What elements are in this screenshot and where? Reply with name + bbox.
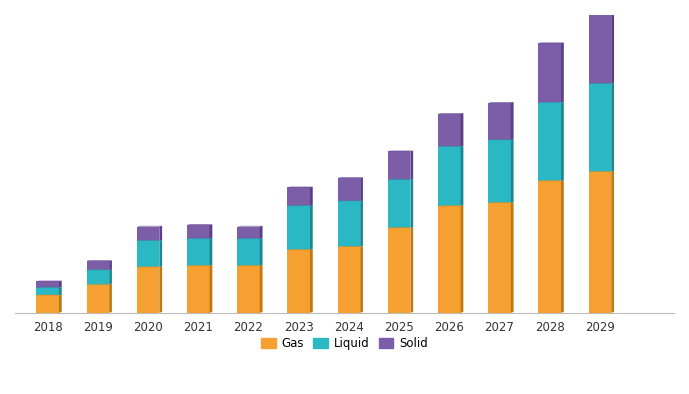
Polygon shape — [87, 260, 112, 261]
Bar — [489, 140, 511, 203]
Polygon shape — [561, 180, 564, 313]
Polygon shape — [159, 240, 162, 267]
Polygon shape — [187, 265, 212, 266]
Bar — [588, 6, 611, 84]
Bar — [388, 151, 411, 180]
Polygon shape — [59, 281, 62, 288]
Bar — [438, 114, 461, 147]
Polygon shape — [310, 249, 313, 313]
Bar — [438, 147, 461, 206]
Bar — [87, 261, 109, 270]
Polygon shape — [511, 139, 513, 203]
Polygon shape — [260, 226, 263, 239]
Polygon shape — [438, 146, 464, 147]
Polygon shape — [287, 249, 313, 250]
Bar — [538, 181, 561, 313]
Polygon shape — [109, 270, 112, 284]
Polygon shape — [136, 240, 162, 241]
Polygon shape — [338, 246, 363, 247]
Bar — [438, 206, 461, 313]
Polygon shape — [209, 265, 212, 313]
Polygon shape — [538, 102, 564, 103]
Polygon shape — [59, 295, 62, 313]
Polygon shape — [209, 238, 212, 266]
Polygon shape — [388, 179, 413, 180]
Bar — [489, 203, 511, 313]
Bar — [287, 188, 310, 206]
Bar — [136, 267, 159, 313]
Polygon shape — [360, 177, 363, 201]
Polygon shape — [237, 265, 263, 266]
Bar — [287, 206, 310, 250]
Bar — [538, 43, 561, 103]
Polygon shape — [260, 238, 263, 266]
Bar — [338, 178, 360, 201]
Bar — [136, 241, 159, 267]
Polygon shape — [411, 179, 413, 228]
Bar — [37, 296, 59, 313]
Bar — [87, 270, 109, 284]
Polygon shape — [109, 260, 112, 270]
Bar — [136, 227, 159, 241]
Bar — [187, 266, 209, 313]
Polygon shape — [260, 265, 263, 313]
Polygon shape — [561, 102, 564, 181]
Polygon shape — [237, 238, 263, 239]
Polygon shape — [310, 187, 313, 206]
Polygon shape — [338, 177, 363, 178]
Polygon shape — [37, 295, 62, 296]
Bar — [237, 239, 260, 266]
Bar — [388, 228, 411, 313]
Bar — [187, 239, 209, 266]
Polygon shape — [511, 203, 513, 313]
Polygon shape — [611, 5, 614, 84]
Polygon shape — [360, 201, 363, 247]
Polygon shape — [489, 102, 513, 103]
Bar — [37, 281, 59, 288]
Bar — [37, 288, 59, 296]
Polygon shape — [59, 287, 62, 296]
Polygon shape — [461, 113, 464, 147]
Legend: Gas, Liquid, Solid: Gas, Liquid, Solid — [257, 332, 432, 355]
Polygon shape — [588, 5, 614, 6]
Bar — [588, 172, 611, 313]
Polygon shape — [37, 287, 62, 288]
Polygon shape — [287, 187, 313, 188]
Bar — [588, 84, 611, 172]
Polygon shape — [411, 151, 413, 180]
Bar — [237, 227, 260, 239]
Polygon shape — [159, 226, 162, 241]
Bar — [388, 180, 411, 228]
Polygon shape — [237, 226, 263, 227]
Polygon shape — [388, 227, 413, 228]
Polygon shape — [588, 171, 614, 172]
Bar — [338, 201, 360, 247]
Polygon shape — [538, 180, 564, 181]
Bar — [87, 284, 109, 313]
Polygon shape — [209, 224, 212, 239]
Polygon shape — [588, 83, 614, 84]
Polygon shape — [159, 267, 162, 313]
Polygon shape — [461, 206, 464, 313]
Polygon shape — [611, 171, 614, 313]
Polygon shape — [461, 146, 464, 206]
Polygon shape — [136, 226, 162, 227]
Bar — [538, 103, 561, 181]
Polygon shape — [511, 102, 513, 140]
Polygon shape — [109, 284, 112, 313]
Bar — [338, 247, 360, 313]
Polygon shape — [611, 83, 614, 172]
Polygon shape — [360, 246, 363, 313]
Bar — [237, 266, 260, 313]
Polygon shape — [438, 113, 464, 114]
Polygon shape — [411, 227, 413, 313]
Bar — [187, 225, 209, 239]
Polygon shape — [187, 238, 212, 239]
Bar — [287, 250, 310, 313]
Polygon shape — [187, 224, 212, 225]
Bar — [489, 103, 511, 140]
Polygon shape — [310, 206, 313, 250]
Polygon shape — [489, 139, 513, 140]
Polygon shape — [561, 43, 564, 103]
